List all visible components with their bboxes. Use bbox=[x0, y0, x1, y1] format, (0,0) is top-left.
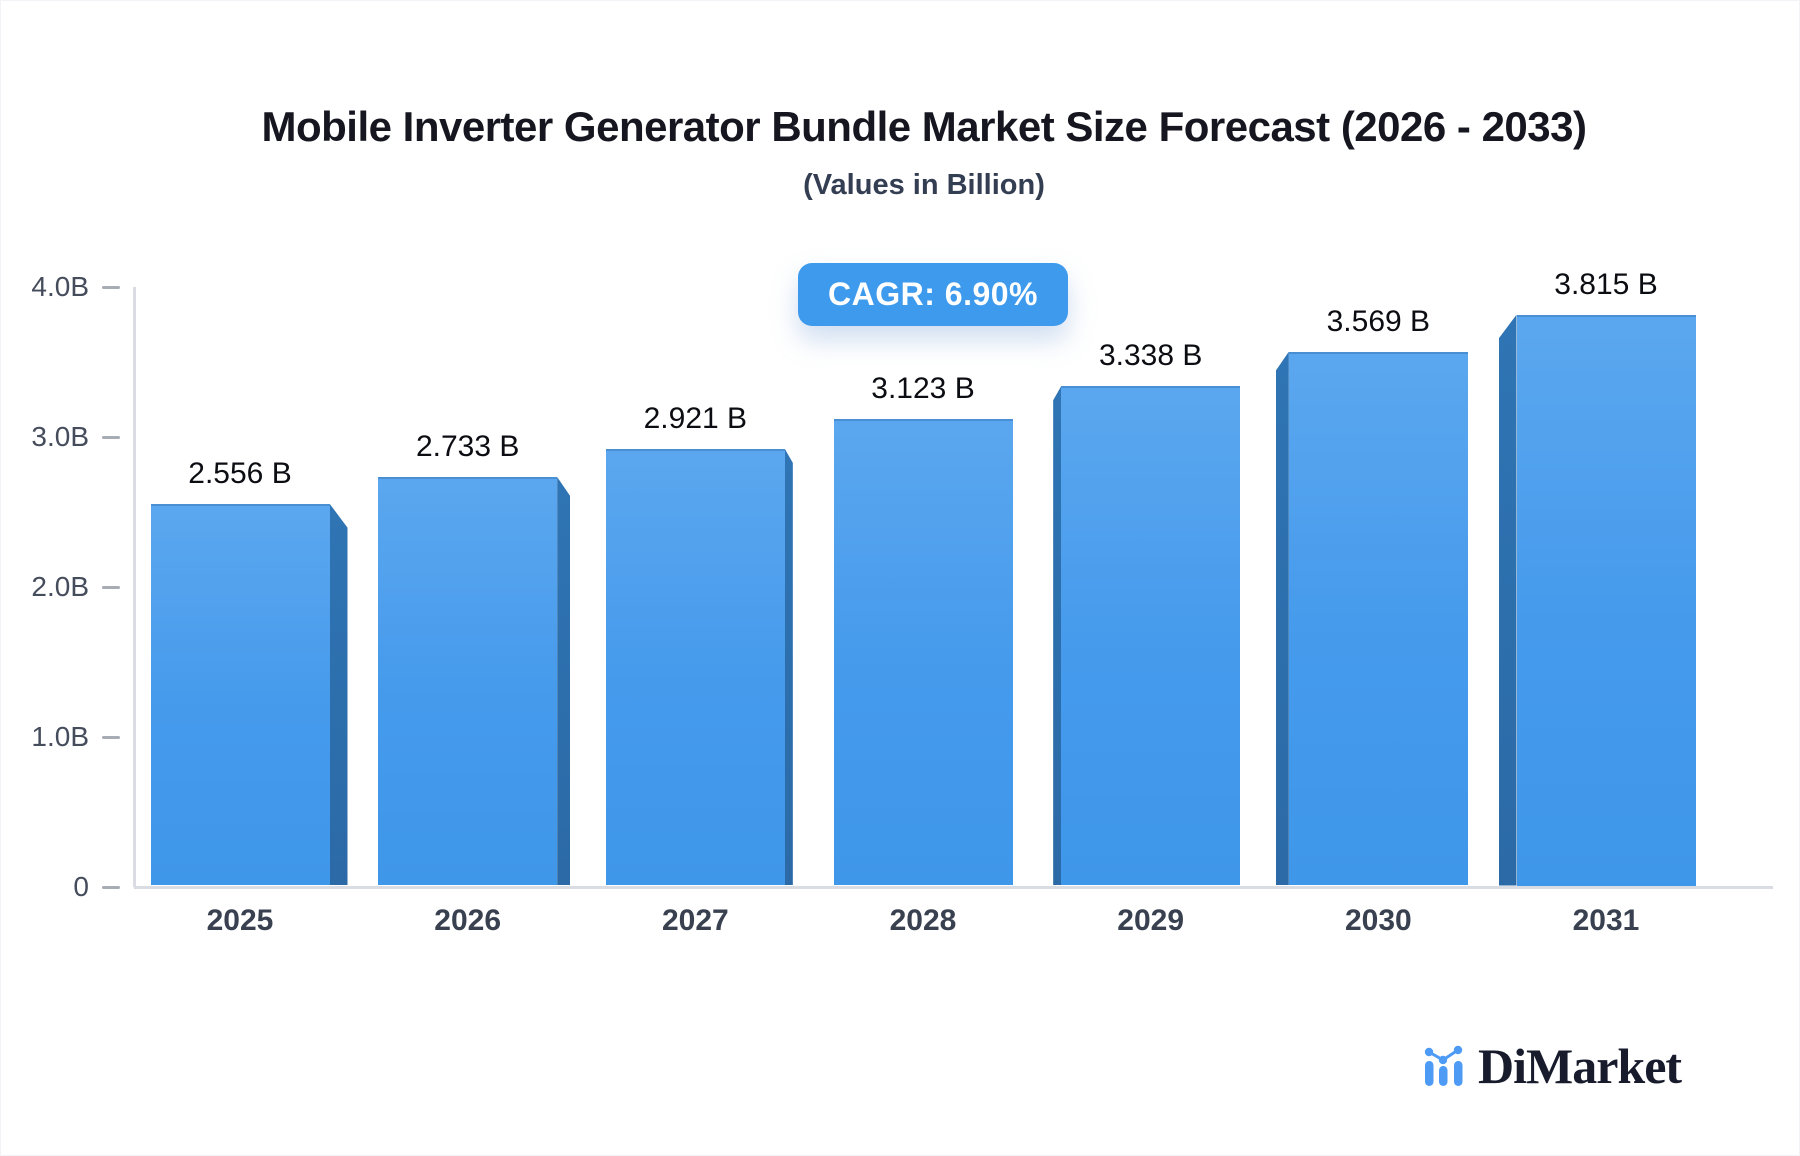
y-axis-tick bbox=[102, 435, 120, 439]
x-axis-label: 2025 bbox=[206, 904, 274, 937]
bar-side-face bbox=[329, 503, 348, 886]
bar-value-label: 2.921 B bbox=[643, 401, 748, 435]
y-axis-label: 1.0B bbox=[31, 721, 89, 752]
x-axis-label: 2027 bbox=[661, 904, 729, 937]
y-axis-tick bbox=[102, 285, 120, 289]
bar-value-label: 2.556 B bbox=[188, 456, 292, 490]
bar-side-face bbox=[1498, 314, 1517, 886]
brand-name: DiMarket bbox=[1478, 1038, 1682, 1094]
chart-title: Mobile Inverter Generator Bundle Market … bbox=[261, 103, 1587, 150]
bar-value-label: 3.338 B bbox=[1098, 339, 1203, 373]
bar-value-label: 3.815 B bbox=[1554, 267, 1658, 301]
bar-value-label: 2.733 B bbox=[415, 430, 520, 464]
bar-2029 bbox=[1061, 386, 1241, 886]
bar-value-label: 3.569 B bbox=[1326, 304, 1431, 338]
bar-2027 bbox=[605, 448, 785, 886]
x-axis-label: 2026 bbox=[434, 904, 502, 937]
x-axis-line bbox=[134, 885, 1773, 889]
bar-2028 bbox=[833, 418, 1013, 886]
y-axis-label: 3.0B bbox=[31, 421, 89, 452]
x-axis-label: 2031 bbox=[1572, 904, 1640, 937]
x-axis-label: 2028 bbox=[889, 904, 957, 937]
y-axis-label: 2.0B bbox=[31, 571, 89, 602]
bar-2031 bbox=[1516, 314, 1696, 886]
y-axis-label: 0 bbox=[73, 871, 89, 902]
y-axis-label: 4.0B bbox=[31, 271, 89, 302]
y-axis-tick bbox=[102, 735, 120, 739]
chart-subtitle: (Values in Billion) bbox=[803, 169, 1045, 201]
bar-side-face bbox=[1275, 351, 1289, 886]
brand-chart-icon bbox=[1424, 1045, 1463, 1086]
bar-2026 bbox=[378, 477, 558, 886]
bar-side-face bbox=[784, 448, 793, 886]
y-axis-tick bbox=[102, 885, 120, 889]
bar-2030 bbox=[1288, 351, 1468, 886]
bar-side-face bbox=[1053, 386, 1062, 886]
brand-logo: DiMarket bbox=[1423, 1038, 1682, 1094]
y-axis-tick bbox=[102, 585, 120, 589]
bar-2025 bbox=[150, 503, 330, 886]
x-axis-label: 2029 bbox=[1117, 904, 1185, 937]
bar-value-label: 3.123 B bbox=[871, 371, 975, 405]
x-axis-label: 2030 bbox=[1344, 904, 1412, 937]
y-axis-line bbox=[132, 287, 136, 887]
bar-side-face bbox=[557, 477, 571, 886]
cagr-badge: CAGR: 6.90% bbox=[798, 263, 1068, 326]
